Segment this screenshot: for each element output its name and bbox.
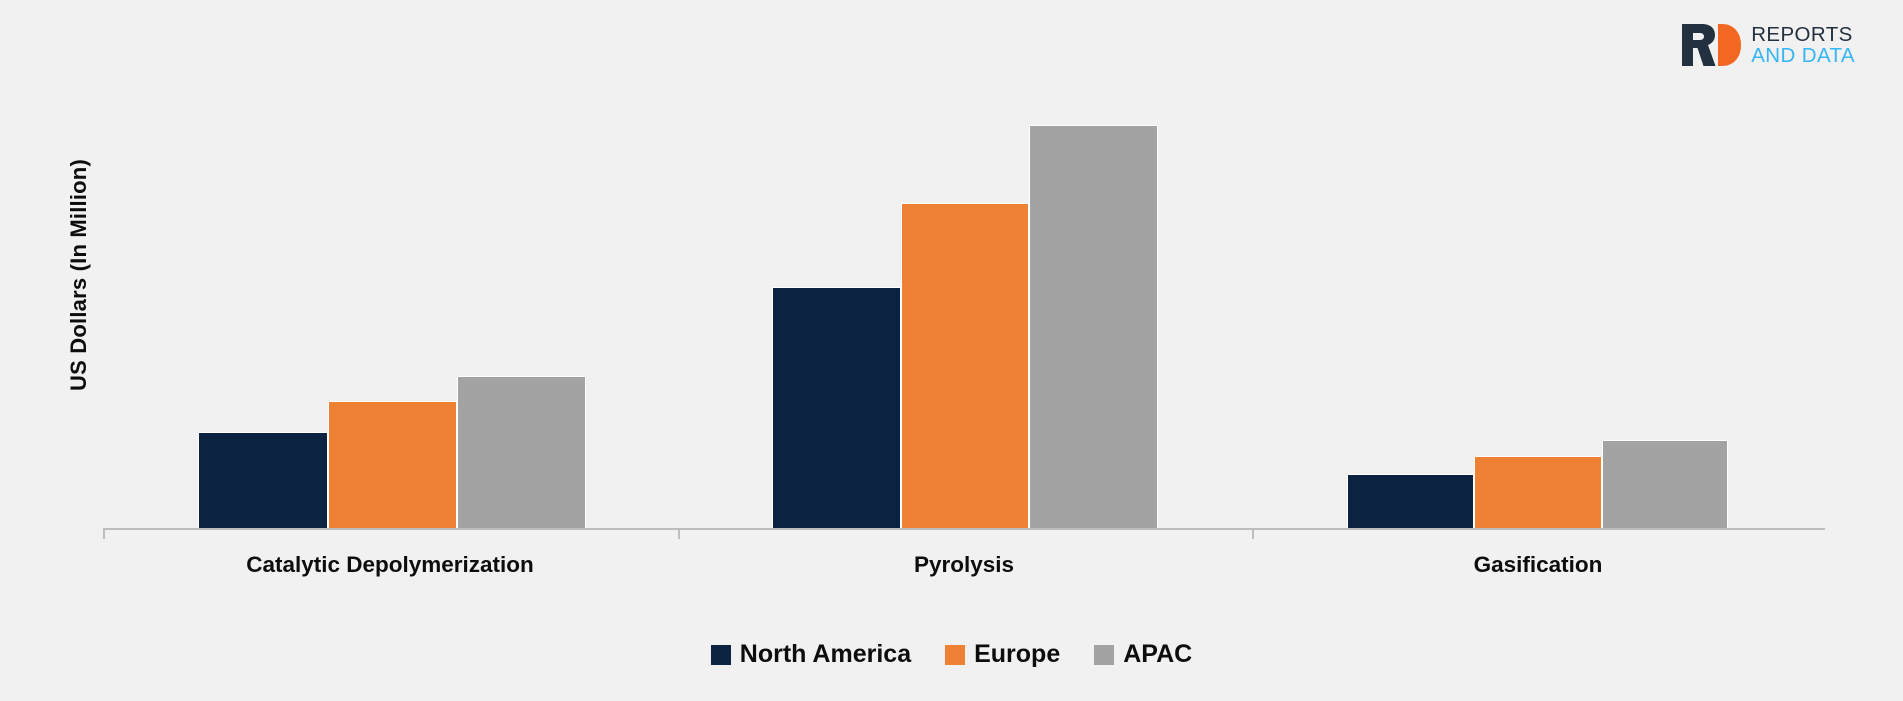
logo-line-and-data: AND DATA: [1751, 44, 1855, 67]
legend-label-apac: APAC: [1123, 640, 1193, 668]
bar-gasification-north-america[interactable]: [1347, 474, 1474, 528]
bar-pyrolysis-north-america[interactable]: [772, 287, 901, 528]
legend-label-europe: Europe: [974, 640, 1061, 668]
x-axis-tick: [103, 530, 105, 539]
bar-pyrolysis-apac[interactable]: [1029, 125, 1158, 528]
bar-group-pyrolysis: [772, 98, 1158, 528]
legend-swatch-north-america: [710, 644, 731, 665]
x-axis-label-gasification: Gasification: [1473, 552, 1603, 577]
legend-item-europe[interactable]: Europe: [945, 640, 1060, 669]
legend-item-apac[interactable]: APAC: [1094, 640, 1192, 669]
legend-label-north-america: North America: [739, 640, 912, 668]
logo-wordmark: REPORTS AND DATA: [1751, 22, 1855, 67]
legend-swatch-europe: [945, 644, 966, 665]
bar-pyrolysis-europe[interactable]: [901, 203, 1029, 528]
bar-catalytic-depolymerization-europe[interactable]: [328, 401, 457, 528]
logo-line-reports: REPORTS: [1751, 22, 1853, 46]
bar-catalytic-depolymerization-north-america[interactable]: [198, 432, 328, 528]
x-axis-tick: [1252, 530, 1254, 539]
rd-monogram-icon: [1680, 22, 1742, 68]
y-axis-title-text: US Dollars (In Million): [66, 159, 91, 391]
bar-gasification-apac[interactable]: [1602, 440, 1728, 528]
legend-swatch-apac: [1094, 644, 1115, 665]
bar-catalytic-depolymerization-apac[interactable]: [457, 376, 586, 528]
x-axis-line: [103, 528, 1825, 530]
x-axis-label-pyrolysis: Pyrolysis: [913, 552, 1015, 577]
bar-gasification-europe[interactable]: [1474, 456, 1602, 528]
chart-legend: North America Europe APAC: [0, 640, 1903, 669]
legend-item-north-america[interactable]: North America: [710, 640, 912, 669]
plot-area: [103, 98, 1825, 539]
x-axis-label-catalytic-depolymerization: Catalytic Depolymerization: [246, 552, 534, 577]
bar-group-catalytic-depolymerization: [198, 98, 586, 528]
y-axis-title: US Dollars (In Million): [56, 130, 102, 420]
x-axis-tick: [678, 530, 680, 539]
reports-and-data-logo: REPORTS AND DATA: [1680, 22, 1855, 68]
bar-group-gasification: [1347, 98, 1728, 528]
